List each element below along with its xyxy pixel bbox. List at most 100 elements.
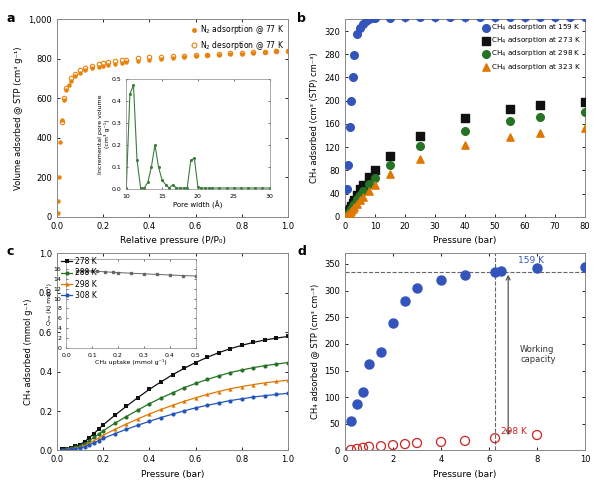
N$_2$ desorption @ 77 K	[169, 53, 176, 59]
278 K	[262, 337, 269, 343]
278 K	[100, 422, 107, 428]
288 K	[77, 443, 84, 449]
CH$_4$ adsorption at 298 K	[348, 203, 358, 210]
CH$_4$ adsorption at 159 K	[344, 123, 354, 131]
Line: 298 K: 298 K	[59, 378, 290, 452]
CH$_4$ adsorption at 298 K	[349, 200, 359, 208]
308 K	[77, 445, 84, 451]
298 K	[192, 395, 199, 401]
N$_2$ adsorption @ 77 K	[203, 53, 211, 58]
CH$_4$ adsorption at 323 K	[355, 197, 365, 205]
N$_2$ desorption @ 77 K	[227, 51, 234, 56]
CH$_4$ adsorption at 298 K	[352, 195, 362, 203]
CH$_4$ adsorption at 159 K	[348, 74, 358, 81]
288 K	[58, 447, 65, 453]
298 K	[134, 416, 142, 422]
CH$_4$ adsorption at 298 K	[460, 127, 470, 135]
N$_2$ adsorption @ 77 K	[262, 49, 269, 55]
298 K	[91, 438, 98, 444]
CH$_4$ adsorption at 273 K	[385, 152, 395, 160]
Point	[358, 388, 368, 396]
CH$_4$ adsorption at 159 K	[415, 13, 425, 21]
308 K	[227, 398, 234, 404]
N$_2$ adsorption @ 77 K	[65, 82, 72, 88]
Legend: N$_2$ adsorption @ 77 K, N$_2$ desorption @ 77 K: N$_2$ adsorption @ 77 K, N$_2$ desorptio…	[190, 23, 284, 52]
Y-axis label: CH₄ adsorbed (cm³ (STP) cm⁻³): CH₄ adsorbed (cm³ (STP) cm⁻³)	[310, 53, 319, 184]
298 K	[238, 384, 245, 390]
N$_2$ adsorption @ 77 K	[134, 58, 142, 64]
CH$_4$ adsorption at 159 K	[342, 185, 352, 193]
Point	[388, 318, 398, 326]
CH$_4$ adsorption at 298 K	[364, 180, 374, 188]
288 K	[86, 438, 93, 444]
278 K	[77, 442, 84, 448]
288 K	[146, 401, 153, 407]
CH$_4$ adsorption at 273 K	[580, 98, 590, 106]
N$_2$ adsorption @ 77 K	[61, 97, 68, 103]
Text: b: b	[297, 12, 306, 24]
278 K	[238, 342, 245, 348]
CH$_4$ adsorption at 273 K	[535, 101, 545, 109]
CH$_4$ adsorption at 159 K	[580, 13, 590, 21]
CH$_4$ adsorption at 159 K	[370, 15, 380, 22]
278 K	[91, 431, 98, 437]
CH$_4$ adsorption at 159 K	[343, 161, 353, 169]
308 K	[86, 442, 93, 448]
298 K	[123, 421, 130, 427]
298 K	[77, 444, 84, 450]
Point	[376, 348, 386, 356]
Y-axis label: Volume adsorbed @ STP (cm³ g⁻¹): Volume adsorbed @ STP (cm³ g⁻¹)	[14, 46, 23, 190]
CH$_4$ adsorption at 273 K	[415, 131, 425, 139]
CH$_4$ adsorption at 298 K	[341, 212, 350, 220]
Point	[352, 445, 362, 453]
308 K	[146, 418, 153, 424]
N$_2$ adsorption @ 77 K	[62, 88, 70, 94]
N$_2$ desorption @ 77 K	[104, 59, 112, 65]
CH$_4$ adsorption at 159 K	[355, 24, 365, 32]
288 K	[95, 431, 102, 437]
308 K	[192, 405, 199, 411]
Line: N$_2$ desorption @ 77 K: N$_2$ desorption @ 77 K	[59, 48, 290, 124]
Legend: CH$_4$ adsorption at 159 K, CH$_4$ adsorption at 273 K, CH$_4$ adsorption at 298: CH$_4$ adsorption at 159 K, CH$_4$ adsor…	[484, 23, 581, 73]
CH$_4$ adsorption at 273 K	[505, 106, 515, 113]
Point	[412, 284, 422, 292]
CH$_4$ adsorption at 159 K	[352, 30, 362, 38]
Point	[532, 431, 542, 439]
N$_2$ adsorption @ 77 K	[88, 65, 95, 71]
278 K	[250, 339, 257, 345]
308 K	[284, 391, 292, 396]
308 K	[250, 394, 257, 400]
CH$_4$ adsorption at 159 K	[364, 16, 374, 23]
288 K	[238, 367, 245, 373]
CH$_4$ adsorption at 298 K	[505, 117, 515, 125]
288 K	[203, 376, 211, 382]
N$_2$ adsorption @ 77 K	[181, 54, 188, 60]
N$_2$ adsorption @ 77 K	[123, 59, 130, 65]
308 K	[203, 402, 211, 408]
298 K	[111, 427, 118, 432]
N$_2$ adsorption @ 77 K	[72, 73, 79, 78]
308 K	[215, 400, 222, 406]
CH$_4$ adsorption at 159 K	[346, 97, 356, 105]
288 K	[111, 420, 118, 426]
N$_2$ adsorption @ 77 K	[169, 55, 176, 60]
Point	[490, 434, 500, 442]
Point	[460, 437, 470, 445]
CH$_4$ adsorption at 273 K	[343, 207, 353, 215]
N$_2$ adsorption @ 77 K	[104, 62, 112, 68]
Text: d: d	[297, 245, 306, 258]
298 K	[62, 447, 70, 452]
CH$_4$ adsorption at 273 K	[348, 199, 358, 206]
308 K	[134, 422, 142, 428]
CH$_4$ adsorption at 273 K	[460, 114, 470, 122]
N$_2$ desorption @ 77 K	[111, 58, 118, 64]
Point	[580, 263, 590, 271]
N$_2$ desorption @ 77 K	[262, 49, 269, 55]
288 K	[91, 434, 98, 440]
308 K	[58, 448, 65, 453]
278 K	[146, 386, 153, 392]
CH$_4$ adsorption at 159 K	[505, 13, 515, 21]
298 K	[157, 407, 164, 412]
298 K	[58, 447, 65, 453]
CH$_4$ adsorption at 323 K	[348, 206, 358, 213]
